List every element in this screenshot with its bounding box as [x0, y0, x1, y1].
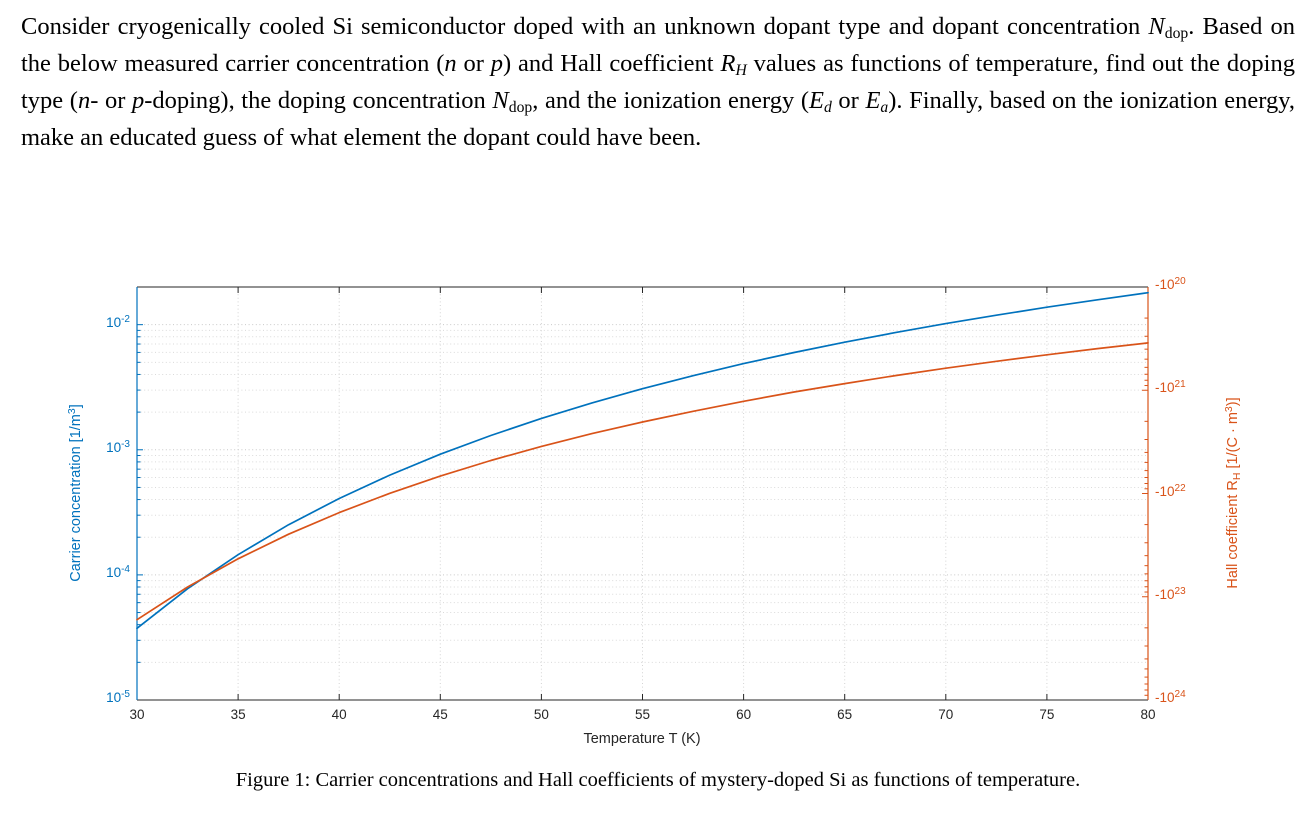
- x-tick-label: 30: [129, 707, 145, 722]
- y-right-tick-label: -1021: [1155, 379, 1186, 396]
- y-right-tick-label: -1024: [1155, 689, 1186, 706]
- x-tick-label: 45: [432, 707, 448, 722]
- y-left-tick-label: 10-5: [106, 689, 130, 706]
- x-tick-label: 80: [1140, 707, 1156, 722]
- x-tick-label: 40: [331, 707, 347, 722]
- figure-caption: Figure 1: Carrier concentrations and Hal…: [235, 769, 1081, 791]
- y-left-tick-label: 10-2: [106, 313, 130, 330]
- x-tick-label: 50: [533, 707, 549, 722]
- y-right-tick-label: -1020: [1155, 276, 1186, 293]
- x-tick-label: 70: [938, 707, 954, 722]
- x-tick-label: 65: [837, 707, 853, 722]
- x-tick-label: 60: [736, 707, 752, 722]
- y-right-tick-label: -1023: [1155, 585, 1186, 602]
- right-y-axis-label: Hall coefficient RH [1/(C · m3)]: [1222, 397, 1244, 589]
- x-tick-label: 55: [634, 707, 651, 722]
- problem-statement: Consider cryogenically cooled Si semicon…: [21, 13, 1295, 151]
- y-right-tick-label: -1022: [1155, 482, 1186, 499]
- y-left-tick-label: 10-3: [106, 438, 130, 455]
- x-axis-label: Temperature T (K): [583, 731, 701, 747]
- carrier-concentration-curve: [136, 291, 1149, 630]
- x-tick-label: 35: [230, 707, 246, 722]
- left-y-axis-label: Carrier concentration [1/m3]: [65, 404, 84, 582]
- x-tick-label: 75: [1039, 707, 1055, 722]
- hall-coefficient-curve: [136, 342, 1149, 621]
- y-left-tick-label: 10-4: [106, 563, 130, 580]
